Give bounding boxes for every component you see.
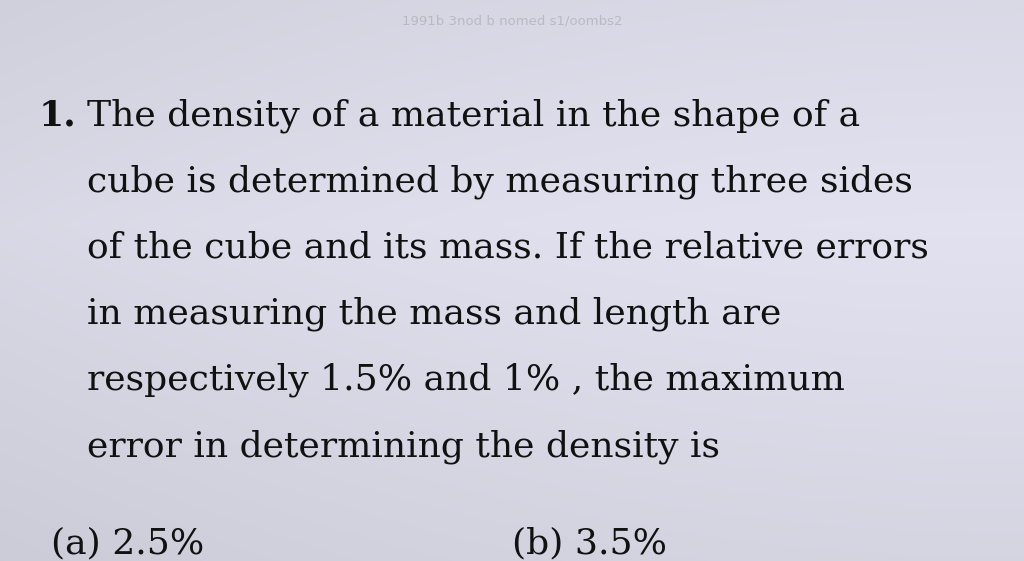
Text: cube is determined by measuring three sides: cube is determined by measuring three si…: [87, 164, 913, 199]
Text: (b) 3.5%: (b) 3.5%: [512, 526, 667, 560]
Text: (a) 2.5%: (a) 2.5%: [51, 526, 205, 560]
Text: The density of a material in the shape of a: The density of a material in the shape o…: [87, 98, 860, 132]
Text: 1991b 3nod b nomed s1/oombs2: 1991b 3nod b nomed s1/oombs2: [401, 14, 623, 27]
Text: of the cube and its mass. If the relative errors: of the cube and its mass. If the relativ…: [87, 231, 929, 265]
Text: error in determining the density is: error in determining the density is: [87, 429, 720, 463]
Text: respectively 1.5% and 1% , the maximum: respectively 1.5% and 1% , the maximum: [87, 363, 845, 397]
Text: 1.: 1.: [39, 98, 77, 132]
Text: in measuring the mass and length are: in measuring the mass and length are: [87, 297, 781, 331]
